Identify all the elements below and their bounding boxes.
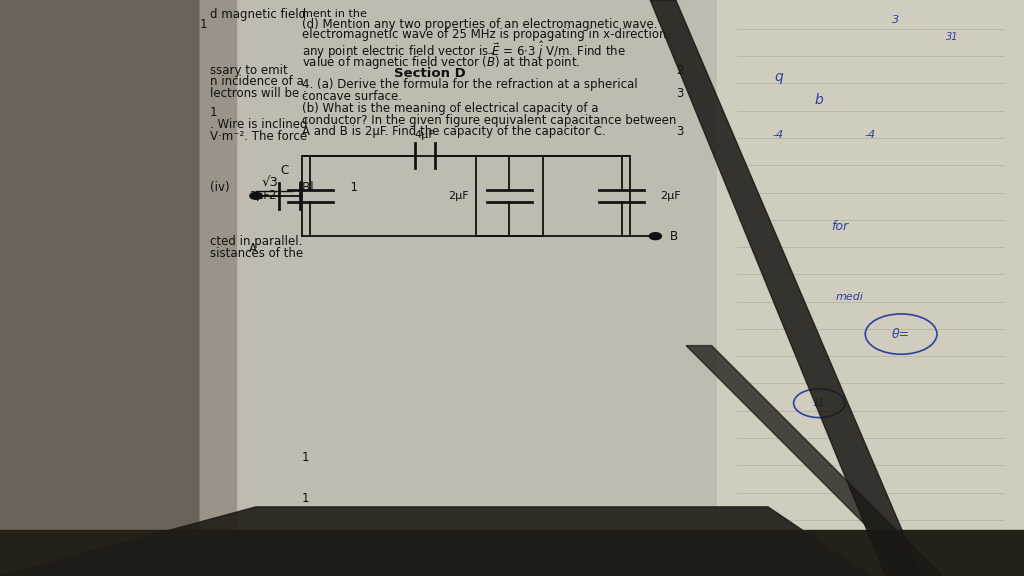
Polygon shape [650, 0, 922, 576]
Text: √3: √3 [261, 176, 279, 188]
Bar [200, 0, 236, 576]
Text: 2μF: 2μF [447, 191, 469, 201]
Text: 1: 1 [210, 106, 217, 119]
Text: lectrons will be :: lectrons will be : [210, 87, 307, 100]
Text: for: for [831, 221, 848, 233]
Text: A: A [249, 242, 257, 255]
Circle shape [649, 233, 662, 240]
Text: value of magnetic field vector ($\vec{B}$) at that point.: value of magnetic field vector ($\vec{B}… [302, 52, 581, 71]
Text: 1: 1 [200, 18, 207, 31]
Text: -4: -4 [773, 130, 783, 140]
Text: 3: 3 [676, 126, 683, 138]
Bar [717, 0, 1024, 576]
Text: ment in the: ment in the [302, 9, 367, 20]
Text: (b) What is the meaning of electrical capacity of a: (b) What is the meaning of electrical ca… [302, 103, 599, 115]
Text: (d) Mention any two properties of an electromagnetic wave.: (d) Mention any two properties of an ele… [302, 18, 657, 31]
Bar [0, 0, 200, 576]
Text: . Wire is inclined: . Wire is inclined [210, 119, 307, 131]
Polygon shape [686, 346, 942, 576]
Text: 3: 3 [676, 87, 683, 100]
Text: θ=: θ= [892, 328, 910, 340]
Text: 1: 1 [343, 181, 358, 194]
Text: C: C [280, 164, 289, 177]
Text: concave surface.: concave surface. [302, 90, 402, 103]
Text: electromagnetic wave of 25 MHz is propagating in x-direction.: electromagnetic wave of 25 MHz is propag… [302, 28, 671, 41]
Text: 2μF: 2μF [660, 191, 681, 201]
Text: 31: 31 [946, 32, 958, 42]
Text: -4: -4 [865, 130, 876, 140]
Text: medi: medi [836, 291, 864, 301]
Bar [0, 530, 1024, 576]
Text: cted in parallel.: cted in parallel. [210, 236, 302, 248]
Bar [200, 0, 717, 576]
Text: ssary to emit: ssary to emit [210, 64, 288, 77]
Text: sistances of the: sistances of the [210, 247, 303, 260]
Text: 2: 2 [676, 64, 683, 77]
Text: 1: 1 [302, 492, 309, 505]
Text: conductor? In the given figure equivalent capacitance between: conductor? In the given figure equivalen… [302, 114, 677, 127]
Polygon shape [0, 507, 870, 576]
Text: 1: 1 [302, 452, 309, 464]
Text: 3: 3 [893, 15, 899, 25]
Text: 4. (a) Derive the formula for the refraction at a spherical: 4. (a) Derive the formula for the refrac… [302, 78, 638, 91]
Text: (iv): (iv) [210, 181, 229, 194]
Text: V·m⁻². The force: V·m⁻². The force [210, 130, 307, 143]
Text: 4μF: 4μF [415, 130, 435, 140]
Text: n incidence of a: n incidence of a [210, 75, 304, 88]
Text: 2: 2 [268, 189, 275, 202]
Text: any point electric field vector is $\vec{E}$ = 6$\cdot$3 $\hat{j}$ V/m. Find the: any point electric field vector is $\vec… [302, 39, 626, 61]
Text: A and B is 2μF. Find the capacity of the capacitor C.: A and B is 2μF. Find the capacity of the… [302, 126, 606, 138]
Text: 11: 11 [813, 398, 825, 408]
Circle shape [250, 192, 262, 199]
Text: B: B [670, 230, 678, 242]
Text: Section D: Section D [394, 67, 466, 79]
Text: 2μF: 2μF [249, 191, 269, 201]
Text: iBl: iBl [295, 181, 313, 194]
Text: d magnetic field: d magnetic field [210, 8, 306, 21]
Text: b: b [815, 93, 823, 107]
Text: q: q [774, 70, 782, 84]
